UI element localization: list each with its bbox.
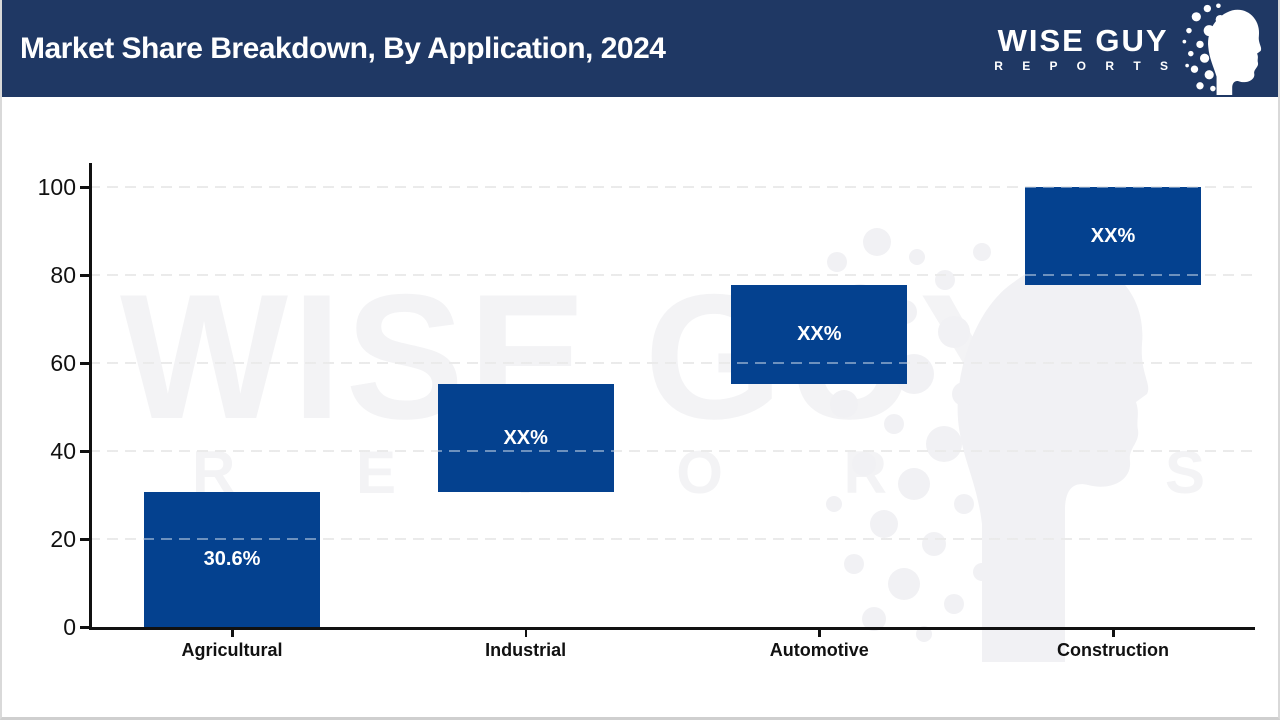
x-tick-mark-2 <box>818 630 821 637</box>
y-tick-label-60: 60 <box>50 350 76 376</box>
y-tick-label-20: 20 <box>50 526 76 552</box>
gridline-overlay-100 <box>89 186 1255 188</box>
bar-value-label: XX% <box>1090 224 1136 247</box>
brand-logo: WISE GUY R E P O R T S <box>990 3 1266 95</box>
x-tick-mark-3 <box>1112 630 1115 637</box>
gridline-80 <box>89 274 1255 276</box>
brand-subtitle: R E P O R T S <box>994 59 1176 74</box>
x-tick-mark-1 <box>524 630 528 637</box>
bar-value-label: 30.6% <box>203 548 261 571</box>
x-tick-mark-0 <box>231 630 234 637</box>
header-bar: Market Share Breakdown, By Application, … <box>2 0 1278 97</box>
gridline-40 <box>89 450 1255 452</box>
gridline-overlay-80 <box>89 274 1255 276</box>
x-tick-label-automotive: Automotive <box>769 640 869 660</box>
gridline-60 <box>89 362 1255 364</box>
y-tick-mark-80 <box>80 274 89 277</box>
y-tick-mark-20 <box>80 538 89 541</box>
bar-value-label: XX% <box>503 426 548 449</box>
brand-head-icon <box>1182 3 1262 95</box>
y-tick-mark-60 <box>80 362 89 365</box>
y-tick-mark-40 <box>80 450 89 453</box>
y-tick-label-40: 40 <box>50 438 76 464</box>
x-tick-label-industrial: Industrial <box>485 640 567 660</box>
bar-value-label: XX% <box>797 323 842 346</box>
y-axis-spine <box>89 163 92 630</box>
page-title: Market Share Breakdown, By Application, … <box>20 31 666 65</box>
brand-name: WISE GUY <box>997 22 1169 58</box>
gridline-overlay-40 <box>89 450 1255 452</box>
bar-agricultural: 30.6% <box>144 492 320 627</box>
x-tick-label-agricultural: Agricultural <box>181 640 283 660</box>
y-tick-label-100: 100 <box>37 174 76 200</box>
y-tick-label-0: 0 <box>63 614 76 640</box>
y-tick-mark-0 <box>80 626 89 629</box>
x-tick-label-construction: Construction <box>1057 640 1169 660</box>
gridline-20 <box>89 538 1255 540</box>
x-axis-spine <box>89 627 1255 630</box>
gridline-100 <box>89 186 1255 188</box>
brand-wordmark: WISE GUY R E P O R T S <box>990 22 1176 74</box>
bar-construction: XX% <box>1025 187 1201 286</box>
y-tick-label-80: 80 <box>50 262 76 288</box>
gridline-overlay-20 <box>89 538 1255 540</box>
y-tick-mark-100 <box>80 186 89 189</box>
gridline-overlay-60 <box>89 362 1255 364</box>
bar-automotive: XX% <box>731 285 908 385</box>
bar-industrial: XX% <box>437 384 614 493</box>
